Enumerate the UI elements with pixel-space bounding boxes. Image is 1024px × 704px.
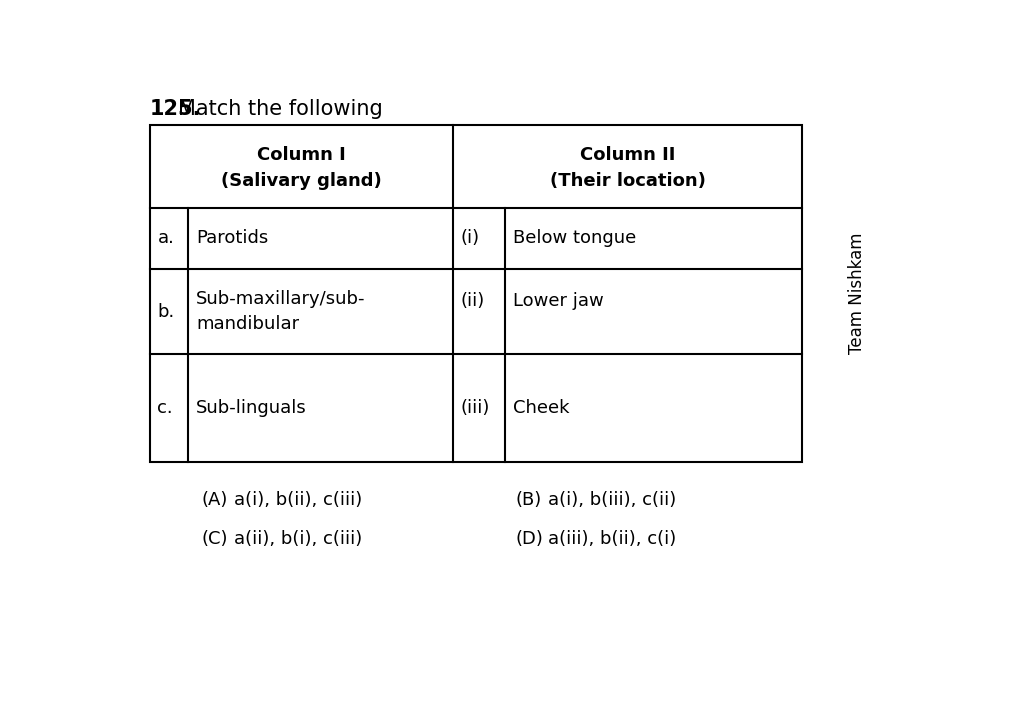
- Text: Match the following: Match the following: [178, 99, 383, 119]
- Text: Column I: Column I: [257, 146, 345, 164]
- Text: (i): (i): [461, 230, 479, 248]
- Text: Sub-linguals: Sub-linguals: [197, 399, 307, 417]
- Text: Team Nishkam: Team Nishkam: [848, 232, 865, 354]
- Text: (Their location): (Their location): [550, 172, 706, 191]
- Text: (B): (B): [515, 491, 542, 509]
- Text: (D): (D): [515, 530, 544, 548]
- Text: a.: a.: [158, 230, 174, 248]
- Bar: [150, 125, 802, 462]
- Text: Below tongue: Below tongue: [513, 230, 637, 248]
- Text: Lower jaw: Lower jaw: [513, 292, 604, 310]
- Text: 125.: 125.: [150, 99, 201, 119]
- Text: Cheek: Cheek: [513, 399, 569, 417]
- Text: b.: b.: [158, 303, 175, 320]
- Text: (ii): (ii): [461, 292, 484, 310]
- Text: mandibular: mandibular: [197, 315, 299, 333]
- Text: a(i), b(iii), c(ii): a(i), b(iii), c(ii): [548, 491, 676, 509]
- Text: (Salivary gland): (Salivary gland): [221, 172, 382, 191]
- Text: (C): (C): [202, 530, 228, 548]
- Text: c.: c.: [158, 399, 173, 417]
- Text: (A): (A): [202, 491, 228, 509]
- Text: a(ii), b(i), c(iii): a(ii), b(i), c(iii): [234, 530, 362, 548]
- Text: a(i), b(ii), c(iii): a(i), b(ii), c(iii): [234, 491, 362, 509]
- Text: (iii): (iii): [461, 399, 489, 417]
- Text: Column II: Column II: [580, 146, 675, 164]
- Text: Sub-maxillary/sub-: Sub-maxillary/sub-: [197, 290, 366, 308]
- Text: a(iii), b(ii), c(i): a(iii), b(ii), c(i): [548, 530, 676, 548]
- Text: Parotids: Parotids: [197, 230, 268, 248]
